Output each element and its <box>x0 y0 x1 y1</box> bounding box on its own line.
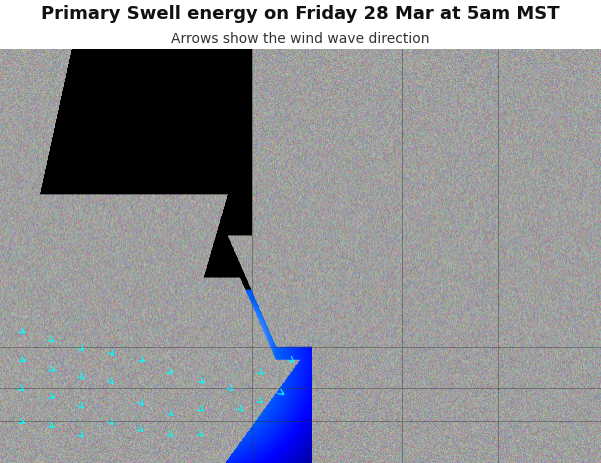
Text: Primary Swell energy on Friday 28 Mar at 5am MST: Primary Swell energy on Friday 28 Mar at… <box>41 5 560 23</box>
Text: Arrows show the wind wave direction: Arrows show the wind wave direction <box>171 32 430 46</box>
